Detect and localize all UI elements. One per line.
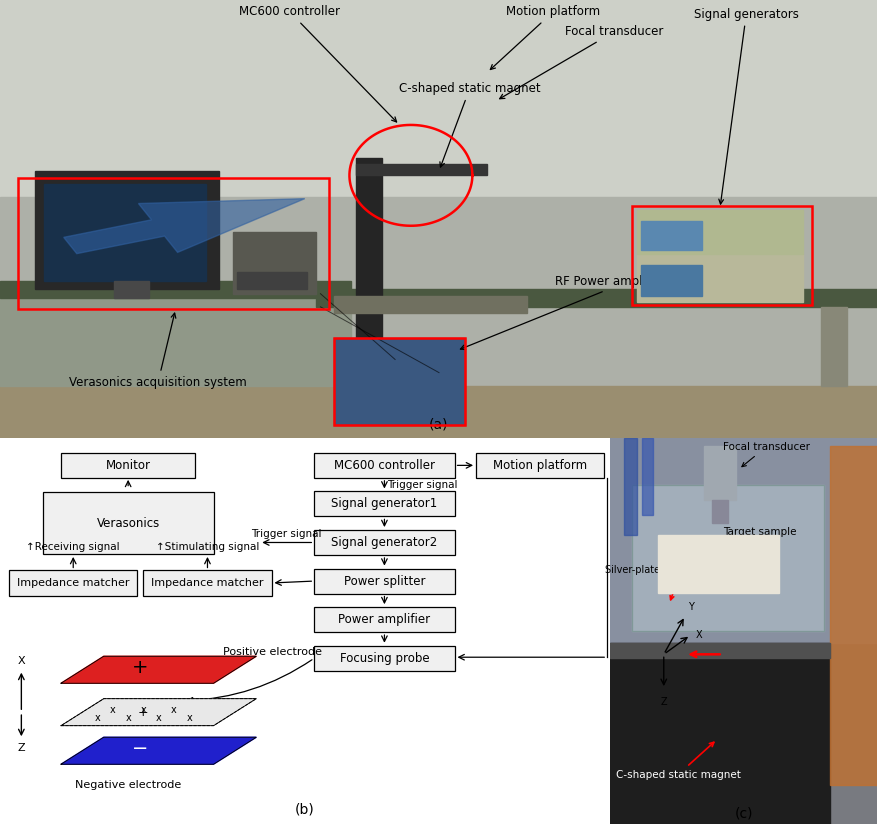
Text: (c): (c) (734, 806, 752, 820)
Text: Monitor: Monitor (105, 459, 151, 472)
FancyBboxPatch shape (9, 570, 137, 596)
Bar (640, 265, 702, 296)
FancyBboxPatch shape (314, 530, 454, 555)
Polygon shape (61, 656, 256, 683)
Text: Verasonics: Verasonics (96, 517, 160, 530)
Bar (333, 338, 465, 425)
Bar (658, 535, 778, 592)
Bar (0, 386, 877, 438)
Polygon shape (61, 737, 256, 764)
Text: X: X (18, 656, 25, 666)
Text: MC600 controller: MC600 controller (333, 459, 434, 472)
Text: Motion platform: Motion platform (490, 5, 600, 69)
Bar (232, 232, 316, 293)
Bar (355, 165, 487, 176)
Bar (636, 255, 802, 302)
FancyBboxPatch shape (314, 607, 454, 632)
Bar (631, 206, 811, 305)
Text: x: x (95, 713, 100, 723)
Bar (0, 298, 351, 386)
Text: C-shaped static magnet: C-shaped static magnet (398, 82, 540, 167)
Bar (44, 184, 206, 280)
Text: Target sample: Target sample (722, 527, 795, 566)
Bar (829, 446, 877, 785)
Text: (a): (a) (429, 418, 448, 432)
Text: X: X (695, 630, 702, 640)
Text: Positive electrode: Positive electrode (223, 648, 321, 658)
Text: x: x (171, 705, 176, 715)
FancyBboxPatch shape (143, 570, 271, 596)
Text: Focusing probe: Focusing probe (339, 652, 429, 665)
Bar (355, 158, 381, 386)
Bar (0, 280, 351, 298)
Text: x: x (125, 713, 131, 723)
Text: Power amplifier: Power amplifier (338, 613, 430, 626)
Text: MC600 controller: MC600 controller (239, 5, 396, 122)
Text: Negative electrode: Negative electrode (75, 780, 181, 789)
Text: (b): (b) (295, 803, 315, 817)
Bar (333, 296, 526, 313)
Bar (35, 171, 219, 289)
Text: Z: Z (18, 743, 25, 753)
Text: RF Power amplifier A150: RF Power amplifier A150 (460, 275, 699, 349)
Text: Power splitter: Power splitter (343, 574, 424, 588)
Text: Verasonics acquisition system: Verasonics acquisition system (69, 313, 246, 389)
Bar (316, 289, 877, 307)
Text: Impedance matcher: Impedance matcher (151, 578, 263, 588)
Text: Signal generator1: Signal generator1 (331, 498, 437, 510)
FancyBboxPatch shape (314, 646, 454, 671)
Text: Focal transducer: Focal transducer (499, 25, 663, 99)
Text: x: x (186, 713, 192, 723)
Bar (703, 446, 735, 500)
Text: −: − (132, 739, 148, 758)
Bar (237, 272, 307, 289)
Text: Impedance matcher: Impedance matcher (17, 578, 129, 588)
FancyBboxPatch shape (43, 493, 213, 554)
Bar (631, 485, 824, 631)
Bar (18, 177, 329, 309)
Bar (333, 338, 465, 425)
Text: Silver-plated copper electrodes: Silver-plated copper electrodes (604, 565, 756, 600)
Text: Signal generator2: Signal generator2 (331, 536, 437, 549)
Text: ↑Receiving signal: ↑Receiving signal (26, 542, 120, 552)
Text: Motion platform: Motion platform (492, 459, 587, 472)
Text: Z: Z (660, 697, 667, 707)
Bar (642, 438, 652, 516)
FancyBboxPatch shape (475, 453, 603, 478)
Text: Focal transducer: Focal transducer (722, 442, 809, 466)
Text: +: + (132, 658, 148, 677)
Bar (114, 280, 149, 298)
Text: x: x (110, 705, 116, 715)
Text: x: x (155, 713, 161, 723)
Bar (0, 197, 877, 438)
Bar (610, 438, 877, 643)
Bar (623, 438, 637, 535)
Bar (640, 222, 702, 250)
FancyBboxPatch shape (61, 453, 195, 478)
Bar (820, 307, 846, 386)
Text: Trigger signal: Trigger signal (252, 529, 322, 540)
Bar (0, 0, 877, 197)
Bar (711, 500, 727, 523)
Bar (610, 643, 829, 658)
Text: Signal generators: Signal generators (693, 7, 798, 204)
Text: Trigger signal: Trigger signal (387, 480, 458, 489)
FancyBboxPatch shape (314, 491, 454, 517)
Bar (610, 643, 829, 824)
Polygon shape (61, 699, 256, 726)
Bar (636, 210, 802, 255)
Text: ↑Stimulating signal: ↑Stimulating signal (155, 542, 259, 552)
Text: Y: Y (687, 602, 693, 612)
FancyBboxPatch shape (314, 569, 454, 593)
Text: x: x (140, 705, 146, 715)
Bar (631, 485, 824, 631)
FancyBboxPatch shape (314, 453, 454, 478)
Text: +: + (138, 705, 148, 719)
FancyArrow shape (64, 199, 304, 254)
Text: C-shaped static magnet: C-shaped static magnet (615, 742, 739, 780)
